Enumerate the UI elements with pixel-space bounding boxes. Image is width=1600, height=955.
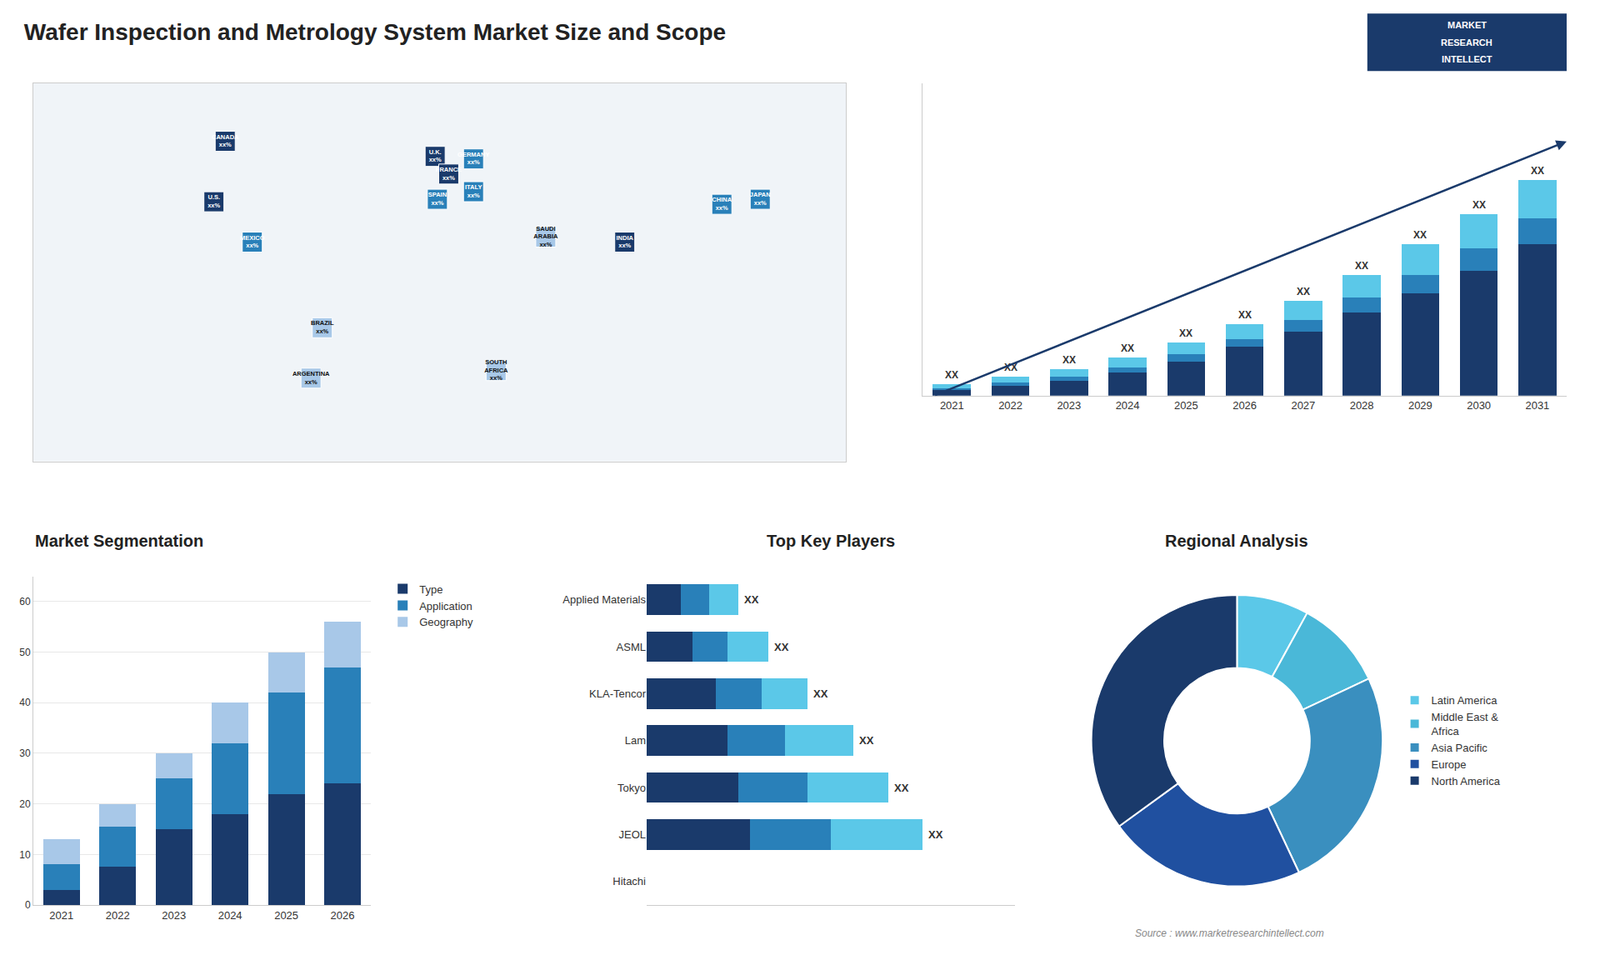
svg-text:SPAINxx%: SPAINxx% [428, 190, 447, 207]
svg-text:2021: 2021 [49, 909, 74, 922]
svg-text:30: 30 [19, 747, 31, 760]
svg-text:XX: XX [813, 687, 829, 700]
svg-text:XX: XX [1120, 342, 1135, 355]
svg-text:MARKET: MARKET [1447, 20, 1487, 30]
svg-text:2021: 2021 [940, 399, 965, 412]
svg-text:JAPANxx%: JAPANxx% [750, 190, 771, 207]
svg-text:SAUDIARABIAxx%: SAUDIARABIAxx% [533, 225, 559, 250]
svg-text:Source : www.marketresearchint: Source : www.marketresearchintellect.com [1135, 927, 1325, 940]
svg-text:ARGENTINAxx%: ARGENTINAxx% [292, 370, 330, 386]
svg-text:Applied Materials: Applied Materials [562, 593, 646, 606]
svg-text:2027: 2027 [1290, 399, 1315, 412]
svg-text:Geography: Geography [419, 615, 474, 629]
svg-text:2024: 2024 [1115, 399, 1140, 412]
svg-text:2025: 2025 [274, 909, 299, 922]
svg-text:Lam: Lam [625, 734, 646, 747]
svg-text:North America: North America [1431, 775, 1501, 788]
svg-text:XX: XX [1179, 327, 1193, 340]
svg-text:KLA-Tencor: KLA-Tencor [589, 687, 647, 700]
svg-text:XX: XX [1296, 285, 1310, 298]
svg-text:Market Segmentation: Market Segmentation [35, 531, 204, 550]
svg-text:10: 10 [19, 849, 31, 861]
svg-text:Tokyo: Tokyo [617, 781, 646, 795]
svg-text:CHINAxx%: CHINAxx% [711, 195, 732, 212]
svg-text:Europe: Europe [1431, 758, 1467, 771]
svg-text:U.K.xx%: U.K.xx% [429, 148, 442, 165]
svg-text:Application: Application [419, 600, 473, 613]
svg-text:CANADAxx%: CANADAxx% [211, 133, 240, 150]
svg-text:Top Key Players: Top Key Players [766, 531, 895, 550]
svg-text:Wafer Inspection and Metrology: Wafer Inspection and Metrology System Ma… [24, 19, 726, 45]
svg-text:U.S.xx%: U.S.xx% [207, 193, 220, 210]
svg-text:FRANCExx%: FRANCExx% [435, 165, 462, 182]
svg-text:2025: 2025 [1174, 399, 1199, 412]
svg-text:50: 50 [19, 646, 31, 659]
svg-text:2024: 2024 [218, 909, 243, 922]
svg-text:0: 0 [25, 899, 31, 911]
svg-text:Type: Type [419, 583, 443, 596]
svg-text:XX: XX [1355, 260, 1369, 272]
svg-text:Asia Pacific: Asia Pacific [1431, 741, 1489, 755]
svg-text:XX: XX [1530, 165, 1545, 177]
svg-text:XX: XX [1238, 309, 1252, 321]
svg-text:MEXICOxx%: MEXICOxx% [240, 234, 265, 250]
svg-text:XX: XX [744, 593, 760, 606]
svg-text:2030: 2030 [1466, 399, 1491, 412]
svg-text:SOUTHAFRICAxx%: SOUTHAFRICAxx% [484, 358, 509, 383]
svg-text:XX: XX [945, 369, 959, 381]
svg-text:XX: XX [1413, 229, 1427, 241]
svg-text:2022: 2022 [998, 399, 1023, 412]
svg-text:JEOL: JEOL [618, 828, 646, 841]
svg-text:2026: 2026 [1232, 399, 1257, 412]
svg-text:Middle East &Africa: Middle East &Africa [1431, 710, 1500, 738]
svg-text:XX: XX [774, 640, 790, 654]
svg-text:INDIAxx%: INDIAxx% [616, 234, 635, 250]
svg-text:XX: XX [1062, 354, 1076, 366]
svg-text:2023: 2023 [1056, 399, 1081, 412]
svg-text:Hitachi: Hitachi [612, 875, 646, 888]
svg-text:RESEARCH: RESEARCH [1440, 37, 1493, 48]
svg-text:40: 40 [19, 696, 31, 709]
svg-text:XX: XX [859, 734, 875, 747]
svg-text:2026: 2026 [330, 909, 355, 922]
svg-text:2029: 2029 [1408, 399, 1433, 412]
svg-text:ITALYxx%: ITALYxx% [465, 183, 482, 200]
svg-text:XX: XX [894, 781, 910, 795]
svg-text:2031: 2031 [1525, 399, 1550, 412]
svg-text:XX: XX [1004, 361, 1018, 374]
svg-text:GERMANYxx%: GERMANYxx% [457, 150, 490, 167]
svg-text:INTELLECT: INTELLECT [1441, 54, 1493, 65]
svg-text:2023: 2023 [161, 909, 186, 922]
svg-text:BRAZILxx%: BRAZILxx% [310, 319, 335, 335]
svg-text:Regional Analysis: Regional Analysis [1165, 531, 1309, 550]
svg-text:60: 60 [19, 595, 31, 608]
svg-text:ASML: ASML [616, 640, 646, 654]
svg-text:20: 20 [19, 798, 31, 810]
svg-text:XX: XX [1472, 199, 1486, 211]
svg-text:Latin America: Latin America [1431, 694, 1499, 707]
svg-text:2028: 2028 [1350, 399, 1375, 412]
svg-text:XX: XX [928, 828, 944, 841]
svg-text:2022: 2022 [105, 909, 130, 922]
